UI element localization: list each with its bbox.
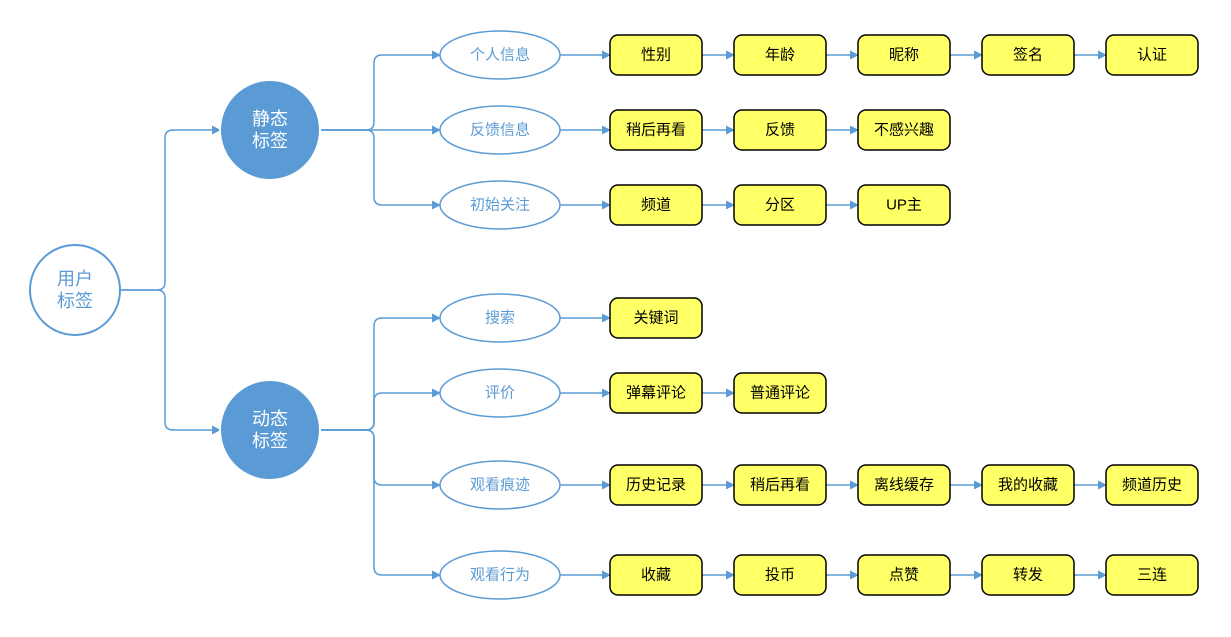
svg-text:我的收藏: 我的收藏 <box>998 477 1058 494</box>
category-ellipse: 反馈信息 <box>440 106 560 154</box>
level1-node-dynamic: 动态标签 <box>220 380 320 480</box>
svg-text:动态: 动态 <box>252 409 288 429</box>
svg-text:反馈信息: 反馈信息 <box>470 122 530 139</box>
leaf-node: 频道历史 <box>1106 465 1198 505</box>
svg-text:签名: 签名 <box>1013 47 1043 64</box>
svg-text:稍后再看: 稍后再看 <box>750 477 810 494</box>
category-ellipse: 个人信息 <box>440 31 560 79</box>
leaf-node: 离线缓存 <box>858 465 950 505</box>
svg-text:不感兴趣: 不感兴趣 <box>874 122 934 139</box>
svg-text:性别: 性别 <box>641 47 671 64</box>
svg-text:评价: 评价 <box>485 385 515 402</box>
leaf-node: 稍后再看 <box>610 110 702 150</box>
level1-node-static: 静态标签 <box>220 80 320 180</box>
leaf-node: 弹幕评论 <box>610 373 702 413</box>
svg-text:频道: 频道 <box>641 197 671 214</box>
svg-text:稍后再看: 稍后再看 <box>626 122 686 139</box>
leaf-node: 昵称 <box>858 35 950 75</box>
svg-text:静态: 静态 <box>252 109 288 129</box>
svg-text:用户: 用户 <box>57 269 93 289</box>
svg-text:认证: 认证 <box>1137 47 1167 64</box>
svg-text:昵称: 昵称 <box>889 47 919 64</box>
category-ellipse: 初始关注 <box>440 181 560 229</box>
svg-text:频道历史: 频道历史 <box>1122 477 1182 494</box>
leaf-node: 认证 <box>1106 35 1198 75</box>
category-ellipse: 观看行为 <box>440 551 560 599</box>
leaf-node: 稍后再看 <box>734 465 826 505</box>
category-ellipse: 评价 <box>440 369 560 417</box>
svg-text:收藏: 收藏 <box>641 567 671 584</box>
svg-text:投币: 投币 <box>765 567 795 584</box>
root-node: 用户标签 <box>30 245 120 335</box>
svg-text:观看痕迹: 观看痕迹 <box>470 477 530 494</box>
leaf-node: 性别 <box>610 35 702 75</box>
leaf-node: 点赞 <box>858 555 950 595</box>
svg-text:转发: 转发 <box>1013 567 1043 584</box>
svg-text:初始关注: 初始关注 <box>470 197 530 214</box>
leaf-node: 签名 <box>982 35 1074 75</box>
svg-text:标签: 标签 <box>252 431 288 451</box>
svg-text:点赞: 点赞 <box>889 567 919 584</box>
svg-text:弹幕评论: 弹幕评论 <box>626 385 686 402</box>
leaf-node: 不感兴趣 <box>858 110 950 150</box>
svg-text:普通评论: 普通评论 <box>750 385 810 402</box>
leaf-node: 三连 <box>1106 555 1198 595</box>
svg-text:标签: 标签 <box>252 131 288 151</box>
svg-text:观看行为: 观看行为 <box>470 567 530 584</box>
svg-text:年龄: 年龄 <box>765 47 795 64</box>
tree-diagram: 用户标签静态标签动态标签个人信息性别年龄昵称签名认证反馈信息稍后再看反馈不感兴趣… <box>0 0 1231 637</box>
leaf-node: 关键词 <box>610 298 702 338</box>
category-ellipse: 观看痕迹 <box>440 461 560 509</box>
svg-text:反馈: 反馈 <box>765 122 795 139</box>
leaf-node: 频道 <box>610 185 702 225</box>
leaf-node: 普通评论 <box>734 373 826 413</box>
leaf-node: 转发 <box>982 555 1074 595</box>
svg-text:三连: 三连 <box>1137 567 1167 584</box>
svg-text:分区: 分区 <box>765 197 795 214</box>
leaf-node: 年龄 <box>734 35 826 75</box>
leaf-node: UP主 <box>858 185 950 225</box>
leaf-node: 我的收藏 <box>982 465 1074 505</box>
svg-text:搜索: 搜索 <box>485 310 515 327</box>
svg-text:标签: 标签 <box>57 291 93 311</box>
svg-text:关键词: 关键词 <box>633 310 678 327</box>
category-ellipse: 搜索 <box>440 294 560 342</box>
leaf-node: 分区 <box>734 185 826 225</box>
leaf-node: 历史记录 <box>610 465 702 505</box>
leaf-node: 反馈 <box>734 110 826 150</box>
svg-text:个人信息: 个人信息 <box>470 47 530 64</box>
svg-text:UP主: UP主 <box>886 197 922 214</box>
svg-text:历史记录: 历史记录 <box>626 477 686 494</box>
svg-text:离线缓存: 离线缓存 <box>874 477 934 494</box>
leaf-node: 投币 <box>734 555 826 595</box>
leaf-node: 收藏 <box>610 555 702 595</box>
